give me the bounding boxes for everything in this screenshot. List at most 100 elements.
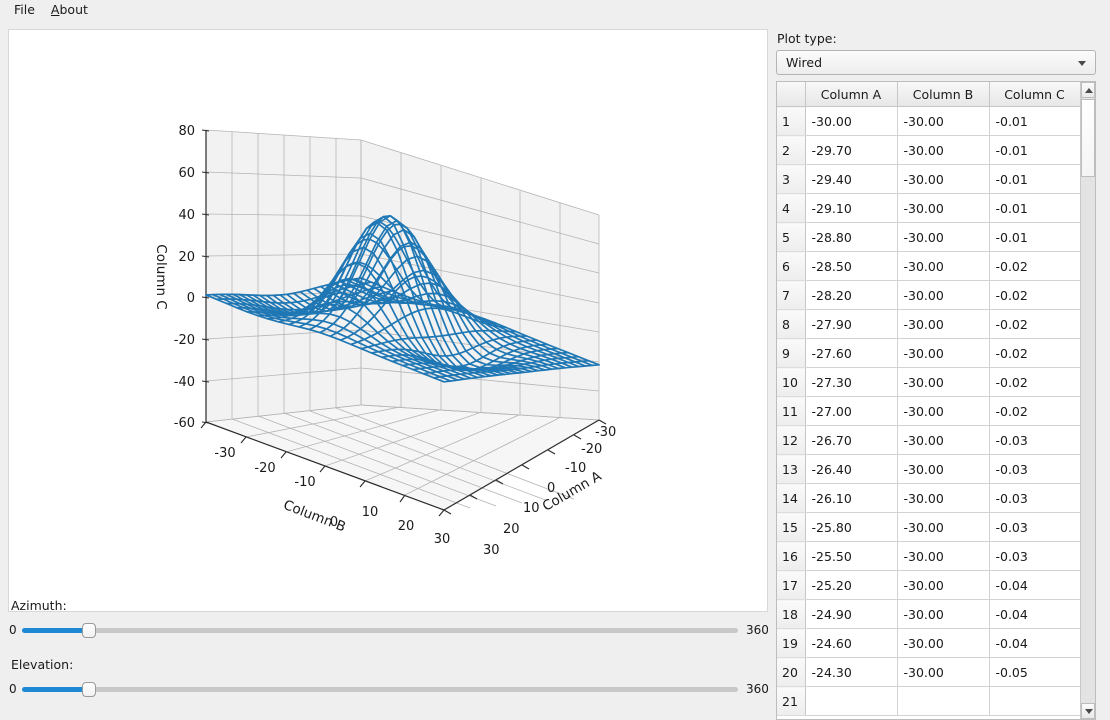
- cell-column-a[interactable]: -25.20: [805, 570, 898, 600]
- cell-column-c[interactable]: -0.02: [989, 251, 1081, 281]
- menu-item-about[interactable]: About: [43, 1, 96, 19]
- cell-column-c[interactable]: -0.03: [989, 454, 1081, 484]
- table-row[interactable]: 3 -29.40 -30.00 -0.01: [777, 164, 1081, 194]
- cell-column-b[interactable]: -30.00: [897, 367, 990, 397]
- row-header[interactable]: 12: [777, 425, 806, 455]
- cell-column-b[interactable]: -30.00: [897, 512, 990, 542]
- cell-column-a[interactable]: -26.10: [805, 483, 898, 513]
- plot-type-select[interactable]: Wired: [776, 50, 1096, 75]
- table-row[interactable]: 2 -29.70 -30.00 -0.01: [777, 135, 1081, 165]
- cell-column-b[interactable]: -30.00: [897, 396, 990, 426]
- table-row[interactable]: 6 -28.50 -30.00 -0.02: [777, 251, 1081, 281]
- elevation-slider-thumb[interactable]: [82, 682, 96, 697]
- table-corner-header[interactable]: [777, 82, 806, 107]
- cell-column-b[interactable]: -30.00: [897, 454, 990, 484]
- azimuth-slider-track[interactable]: [22, 623, 738, 638]
- row-header[interactable]: 1: [777, 106, 806, 136]
- cell-column-a[interactable]: -28.80: [805, 222, 898, 252]
- cell-column-c[interactable]: -0.01: [989, 222, 1081, 252]
- column-header-a[interactable]: Column A: [805, 82, 898, 107]
- cell-column-b[interactable]: -30.00: [897, 222, 990, 252]
- scroll-up-button[interactable]: [1081, 82, 1095, 98]
- row-header[interactable]: 15: [777, 512, 806, 542]
- cell-column-b[interactable]: -30.00: [897, 309, 990, 339]
- cell-column-c[interactable]: -0.02: [989, 338, 1081, 368]
- cell-column-c[interactable]: -0.03: [989, 483, 1081, 513]
- cell-column-a[interactable]: -24.30: [805, 657, 898, 687]
- cell-column-c[interactable]: -0.05: [989, 657, 1081, 687]
- cell-column-b[interactable]: -30.00: [897, 280, 990, 310]
- cell-column-c[interactable]: -0.04: [989, 628, 1081, 658]
- table-row[interactable]: 15 -25.80 -30.00 -0.03: [777, 512, 1081, 542]
- cell-column-a[interactable]: -26.40: [805, 454, 898, 484]
- table-row[interactable]: 18 -24.90 -30.00 -0.04: [777, 599, 1081, 629]
- row-header[interactable]: 14: [777, 483, 806, 513]
- cell-column-b[interactable]: -30.00: [897, 135, 990, 165]
- cell-column-a[interactable]: -29.40: [805, 164, 898, 194]
- cell-column-a[interactable]: -27.90: [805, 309, 898, 339]
- table-row[interactable]: 9 -27.60 -30.00 -0.02: [777, 338, 1081, 368]
- table-row[interactable]: 13 -26.40 -30.00 -0.03: [777, 454, 1081, 484]
- cell-column-b[interactable]: -30.00: [897, 657, 990, 687]
- column-header-b[interactable]: Column B: [897, 82, 990, 107]
- table-row[interactable]: 17 -25.20 -30.00 -0.04: [777, 570, 1081, 600]
- cell-column-b[interactable]: -30.00: [897, 541, 990, 571]
- row-header[interactable]: 5: [777, 222, 806, 252]
- cell-column-a[interactable]: -28.20: [805, 280, 898, 310]
- cell-column-a[interactable]: -25.80: [805, 512, 898, 542]
- table-row[interactable]: 12 -26.70 -30.00 -0.03: [777, 425, 1081, 455]
- scroll-down-button[interactable]: [1081, 703, 1095, 719]
- row-header[interactable]: 19: [777, 628, 806, 658]
- cell-column-a[interactable]: -24.60: [805, 628, 898, 658]
- cell-column-c[interactable]: -0.04: [989, 599, 1081, 629]
- cell-column-b[interactable]: [897, 686, 990, 716]
- scrollbar-thumb[interactable]: [1081, 99, 1095, 177]
- cell-column-c[interactable]: -0.02: [989, 396, 1081, 426]
- table-row[interactable]: 21: [777, 686, 1081, 716]
- row-header[interactable]: 18: [777, 599, 806, 629]
- cell-column-c[interactable]: -0.02: [989, 367, 1081, 397]
- cell-column-a[interactable]: -27.00: [805, 396, 898, 426]
- table-row[interactable]: 1 -30.00 -30.00 -0.01: [777, 106, 1081, 136]
- cell-column-c[interactable]: -0.03: [989, 512, 1081, 542]
- cell-column-b[interactable]: -30.00: [897, 164, 990, 194]
- row-header[interactable]: 8: [777, 309, 806, 339]
- cell-column-a[interactable]: -26.70: [805, 425, 898, 455]
- table-row[interactable]: 7 -28.20 -30.00 -0.02: [777, 280, 1081, 310]
- cell-column-a[interactable]: [805, 686, 898, 716]
- plot-canvas[interactable]: 80 60 40 20 0 -20 -40 -60 Column C: [8, 29, 768, 612]
- row-header[interactable]: 9: [777, 338, 806, 368]
- table-row[interactable]: 11 -27.00 -30.00 -0.02: [777, 396, 1081, 426]
- row-header[interactable]: 20: [777, 657, 806, 687]
- cell-column-c[interactable]: -0.01: [989, 106, 1081, 136]
- cell-column-c[interactable]: -0.01: [989, 135, 1081, 165]
- table-row[interactable]: 16 -25.50 -30.00 -0.03: [777, 541, 1081, 571]
- cell-column-c[interactable]: -0.02: [989, 309, 1081, 339]
- cell-column-b[interactable]: -30.00: [897, 570, 990, 600]
- row-header[interactable]: 6: [777, 251, 806, 281]
- table-row[interactable]: 8 -27.90 -30.00 -0.02: [777, 309, 1081, 339]
- cell-column-c[interactable]: [989, 686, 1081, 716]
- menu-item-file[interactable]: File: [6, 1, 43, 19]
- table-row[interactable]: 19 -24.60 -30.00 -0.04: [777, 628, 1081, 658]
- column-header-c[interactable]: Column C: [989, 82, 1081, 107]
- cell-column-b[interactable]: -30.00: [897, 193, 990, 223]
- cell-column-c[interactable]: -0.02: [989, 280, 1081, 310]
- row-header[interactable]: 4: [777, 193, 806, 223]
- cell-column-c[interactable]: -0.03: [989, 541, 1081, 571]
- row-header[interactable]: 7: [777, 280, 806, 310]
- row-header[interactable]: 16: [777, 541, 806, 571]
- cell-column-b[interactable]: -30.00: [897, 483, 990, 513]
- cell-column-a[interactable]: -27.60: [805, 338, 898, 368]
- cell-column-b[interactable]: -30.00: [897, 599, 990, 629]
- cell-column-a[interactable]: -29.10: [805, 193, 898, 223]
- row-header[interactable]: 10: [777, 367, 806, 397]
- cell-column-a[interactable]: -27.30: [805, 367, 898, 397]
- cell-column-a[interactable]: -25.50: [805, 541, 898, 571]
- table-row[interactable]: 4 -29.10 -30.00 -0.01: [777, 193, 1081, 223]
- row-header[interactable]: 2: [777, 135, 806, 165]
- row-header[interactable]: 3: [777, 164, 806, 194]
- cell-column-a[interactable]: -24.90: [805, 599, 898, 629]
- table-vertical-scrollbar[interactable]: [1080, 82, 1095, 719]
- cell-column-a[interactable]: -29.70: [805, 135, 898, 165]
